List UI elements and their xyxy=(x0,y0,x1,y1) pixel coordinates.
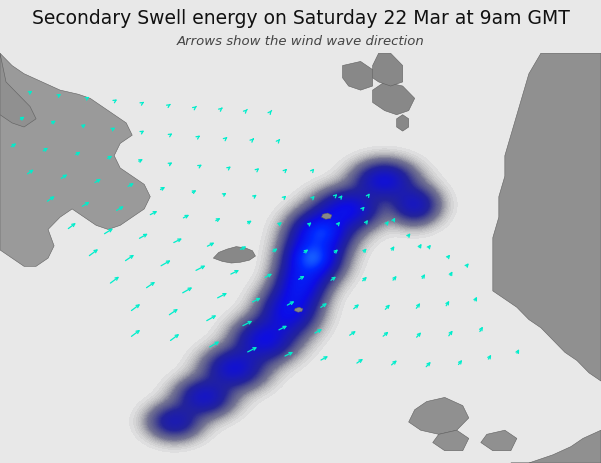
Polygon shape xyxy=(373,53,403,86)
Polygon shape xyxy=(493,53,601,381)
Polygon shape xyxy=(213,247,255,263)
Polygon shape xyxy=(0,53,36,127)
Polygon shape xyxy=(409,397,469,434)
Polygon shape xyxy=(0,53,150,266)
Polygon shape xyxy=(294,307,303,312)
Polygon shape xyxy=(343,62,373,90)
Polygon shape xyxy=(373,82,415,115)
Text: Secondary Swell energy on Saturday 22 Mar at 9am GMT: Secondary Swell energy on Saturday 22 Ma… xyxy=(32,9,569,28)
Polygon shape xyxy=(322,213,332,219)
Polygon shape xyxy=(511,430,601,463)
Text: Arrows show the wind wave direction: Arrows show the wind wave direction xyxy=(177,35,424,48)
Polygon shape xyxy=(433,430,469,450)
Polygon shape xyxy=(481,430,517,450)
Polygon shape xyxy=(397,115,409,131)
